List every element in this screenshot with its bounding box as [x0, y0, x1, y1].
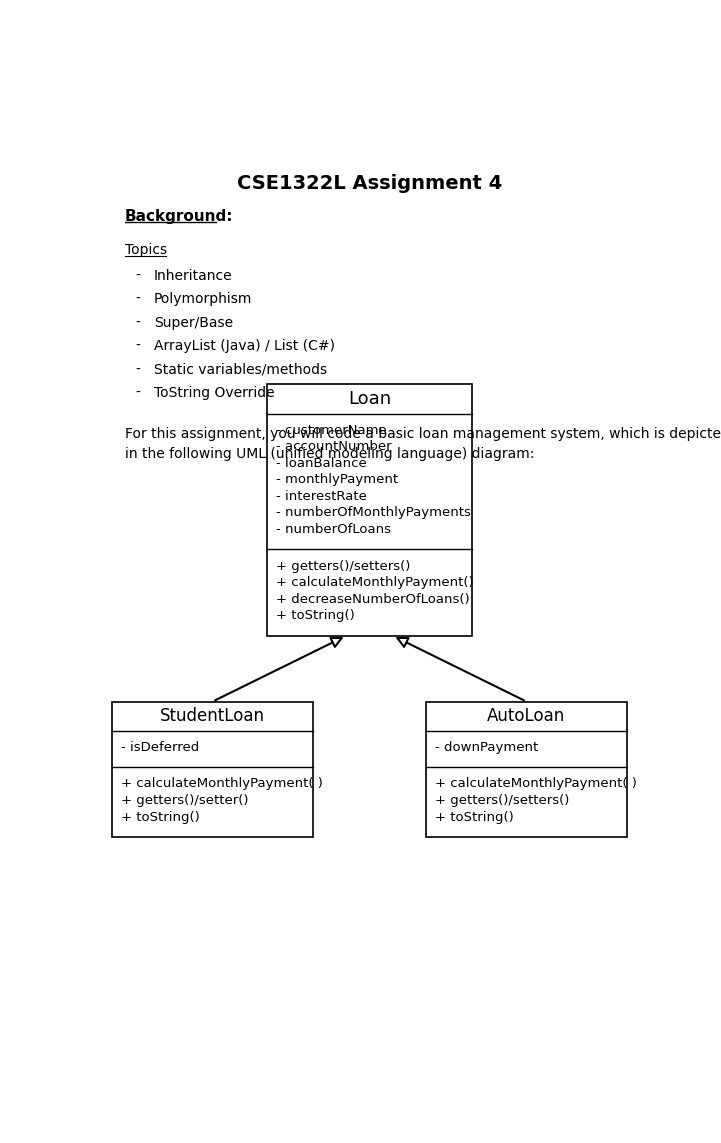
Text: - isDeferred: - isDeferred — [121, 741, 200, 754]
Text: -: - — [135, 362, 140, 377]
Text: AutoLoan: AutoLoan — [487, 708, 565, 725]
Text: + calculateMonthlyPayment( ): + calculateMonthlyPayment( ) — [435, 777, 637, 791]
Text: + toString(): + toString() — [276, 609, 355, 622]
Text: - customerName: - customerName — [276, 424, 387, 437]
Text: Background:: Background: — [125, 209, 234, 224]
Bar — [112, 702, 314, 837]
Text: + getters()/setters(): + getters()/setters() — [276, 560, 410, 573]
Text: + getters()/setter(): + getters()/setter() — [121, 794, 249, 807]
Text: - downPayment: - downPayment — [435, 741, 539, 754]
Text: + toString(): + toString() — [121, 810, 200, 823]
Text: + calculateMonthlyPayment(): + calculateMonthlyPayment() — [276, 576, 474, 589]
Text: -: - — [135, 293, 140, 306]
Text: + getters()/setters(): + getters()/setters() — [435, 794, 570, 807]
Text: + calculateMonthlyPayment( ): + calculateMonthlyPayment( ) — [121, 777, 323, 791]
Text: - interestRate: - interestRate — [276, 490, 367, 503]
Text: Polymorphism: Polymorphism — [154, 293, 252, 306]
Text: Inheritance: Inheritance — [154, 269, 232, 282]
Text: - numberOfMonthlyPayments: - numberOfMonthlyPayments — [276, 506, 471, 519]
Text: For this assignment, you will code a basic loan management system, which is depi: For this assignment, you will code a bas… — [125, 426, 721, 462]
Text: + toString(): + toString() — [435, 810, 514, 823]
Text: Static variables/methods: Static variables/methods — [154, 362, 327, 377]
Text: CSE1322L Assignment 4: CSE1322L Assignment 4 — [237, 174, 502, 193]
Text: StudentLoan: StudentLoan — [160, 708, 265, 725]
Text: -: - — [135, 269, 140, 282]
Text: - accountNumber: - accountNumber — [276, 440, 392, 453]
Text: -: - — [135, 386, 140, 400]
Text: -: - — [135, 339, 140, 353]
Text: ToString Override: ToString Override — [154, 386, 274, 400]
Text: - numberOfLoans: - numberOfLoans — [276, 523, 391, 536]
Bar — [425, 702, 627, 837]
Text: -: - — [135, 315, 140, 330]
Text: - monthlyPayment: - monthlyPayment — [276, 473, 398, 486]
Text: Super/Base: Super/Base — [154, 315, 233, 330]
Text: - loanBalance: - loanBalance — [276, 457, 367, 470]
Text: + decreaseNumberOfLoans(): + decreaseNumberOfLoans() — [276, 592, 470, 606]
Text: ArrayList (Java) / List (C#): ArrayList (Java) / List (C#) — [154, 339, 335, 353]
Bar — [267, 384, 472, 636]
Text: Loan: Loan — [348, 390, 391, 408]
Text: Topics: Topics — [125, 243, 167, 257]
